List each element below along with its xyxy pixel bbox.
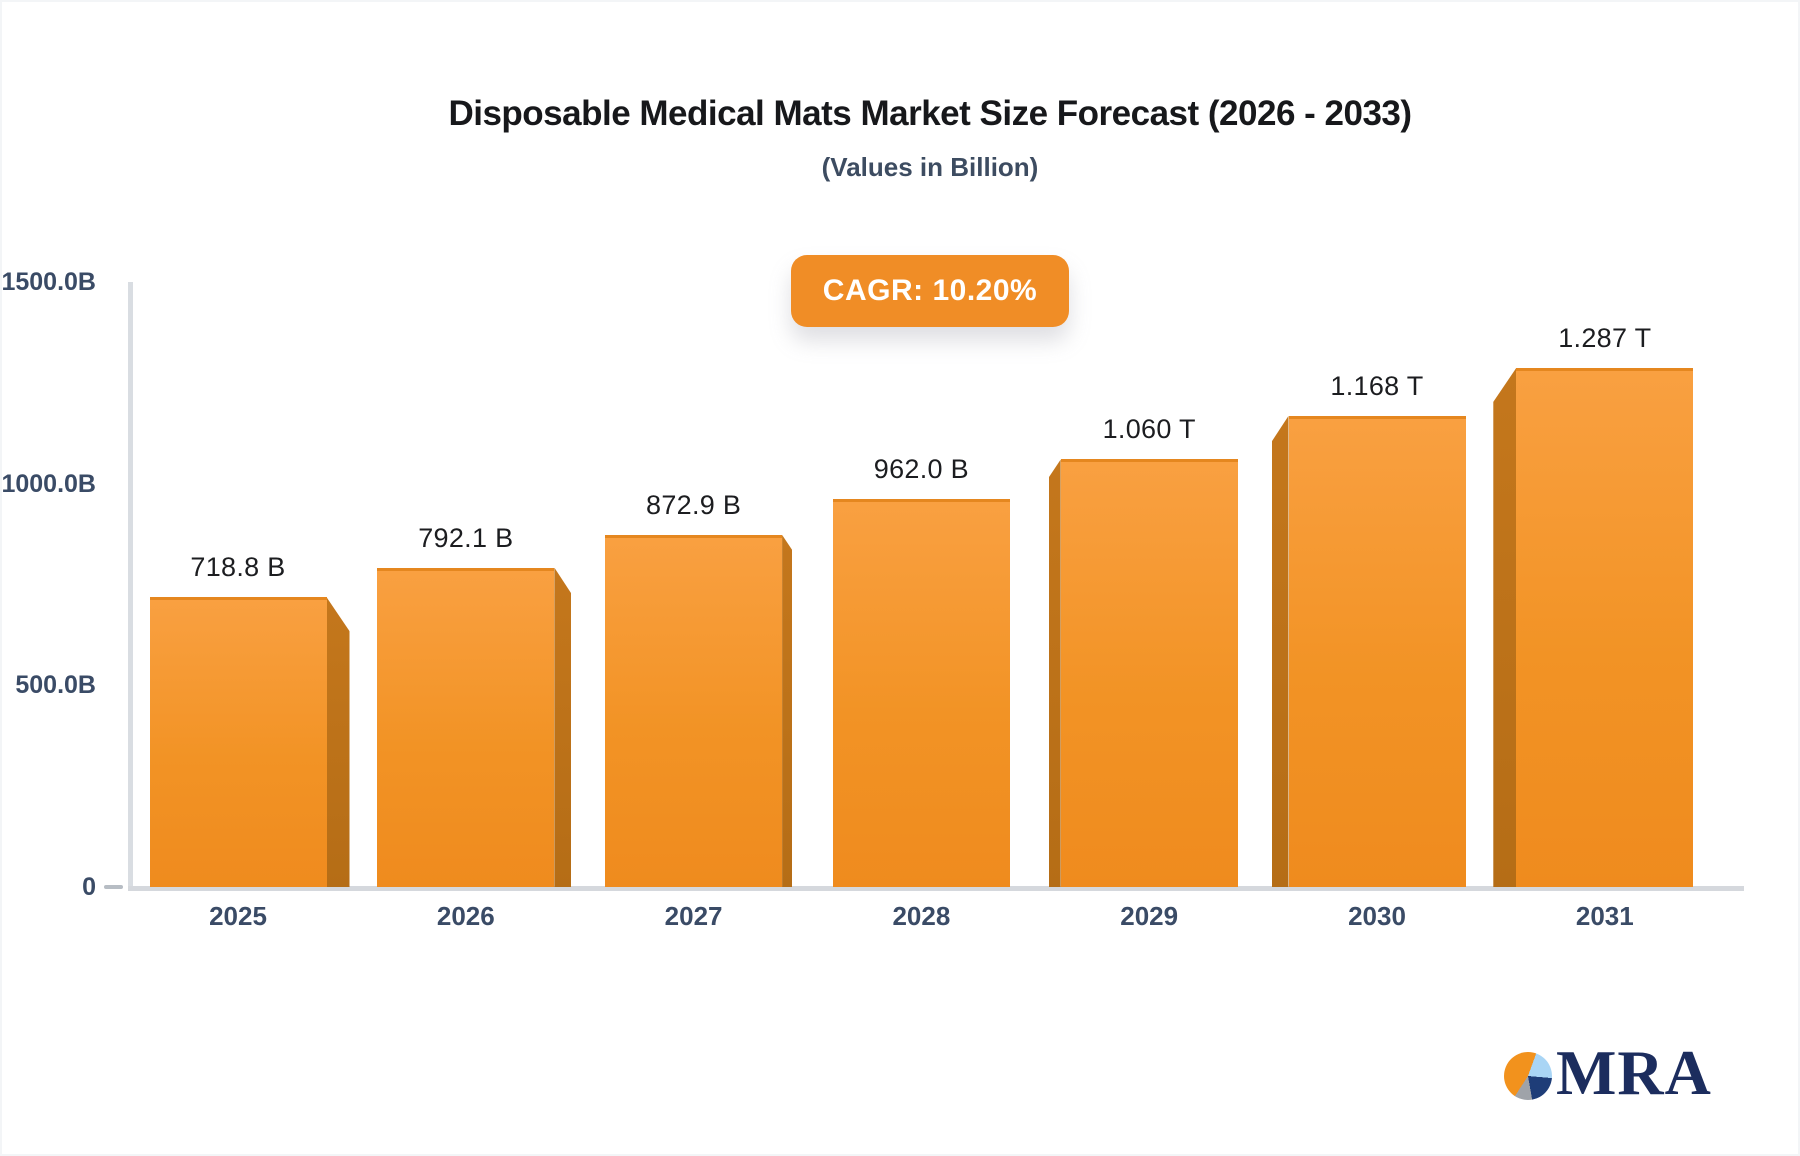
x-axis-label-2025: 2025 [209, 901, 267, 931]
x-axis-label-2030: 2030 [1348, 901, 1406, 931]
cagr-badge: CAGR: 10.20% [790, 255, 1070, 327]
bar-side-2025 [326, 597, 350, 887]
y-axis-tick-label: 0 [82, 873, 96, 901]
chart-title: Disposable Medical Mats Market Size Fore… [448, 94, 1412, 133]
bar-2027 [605, 534, 783, 887]
x-axis-label-2027: 2027 [664, 901, 723, 931]
zero-tick-dash [104, 885, 123, 889]
bar-side-2026 [554, 567, 572, 887]
bar-value-label: 792.1 B [418, 522, 514, 553]
brand-logo: MRA [1504, 1038, 1754, 1108]
pie-chart-icon [1504, 1052, 1552, 1100]
bar-2028 [832, 498, 1010, 887]
y-axis-tick-label: 500.0B [15, 671, 96, 700]
bar-value-label: 718.8 B [190, 552, 286, 583]
bar-2029 [1060, 459, 1238, 887]
x-axis-label-2028: 2028 [892, 901, 951, 931]
x-axis-label-2026: 2026 [436, 901, 495, 931]
bar-2025 [149, 597, 327, 887]
logo-text: MRA [1556, 1037, 1712, 1108]
chart-header: Disposable Medical Mats Market Size Fore… [60, 0, 1800, 183]
bar-2026 [377, 567, 555, 887]
bar-2030 [1288, 415, 1466, 887]
chart-subtitle: (Values in Billion) [821, 152, 1039, 182]
bar-value-label: 962.0 B [873, 453, 969, 484]
x-axis-line [128, 886, 1744, 891]
y-axis-tick-label: 1000.0B [1, 469, 96, 498]
bar-value-label: 1.287 T [1558, 322, 1652, 353]
bar-side-2029 [1048, 459, 1061, 887]
bar-value-label: 1.060 T [1102, 414, 1196, 445]
y-axis-line [128, 282, 133, 888]
bar-2031 [1516, 367, 1694, 887]
bar-value-label: 1.168 T [1330, 370, 1424, 401]
y-axis-tick-label: 1500.0B [1, 268, 96, 296]
x-axis-label-2031: 2031 [1575, 901, 1634, 931]
bar-side-2031 [1493, 367, 1517, 887]
cagr-badge-row: CAGR: 10.20% [60, 255, 1800, 327]
bar-side-2027 [782, 534, 793, 887]
bar-side-2030 [1271, 415, 1289, 887]
x-axis-label-2029: 2029 [1120, 901, 1179, 931]
bar-value-label: 872.9 B [646, 489, 742, 520]
